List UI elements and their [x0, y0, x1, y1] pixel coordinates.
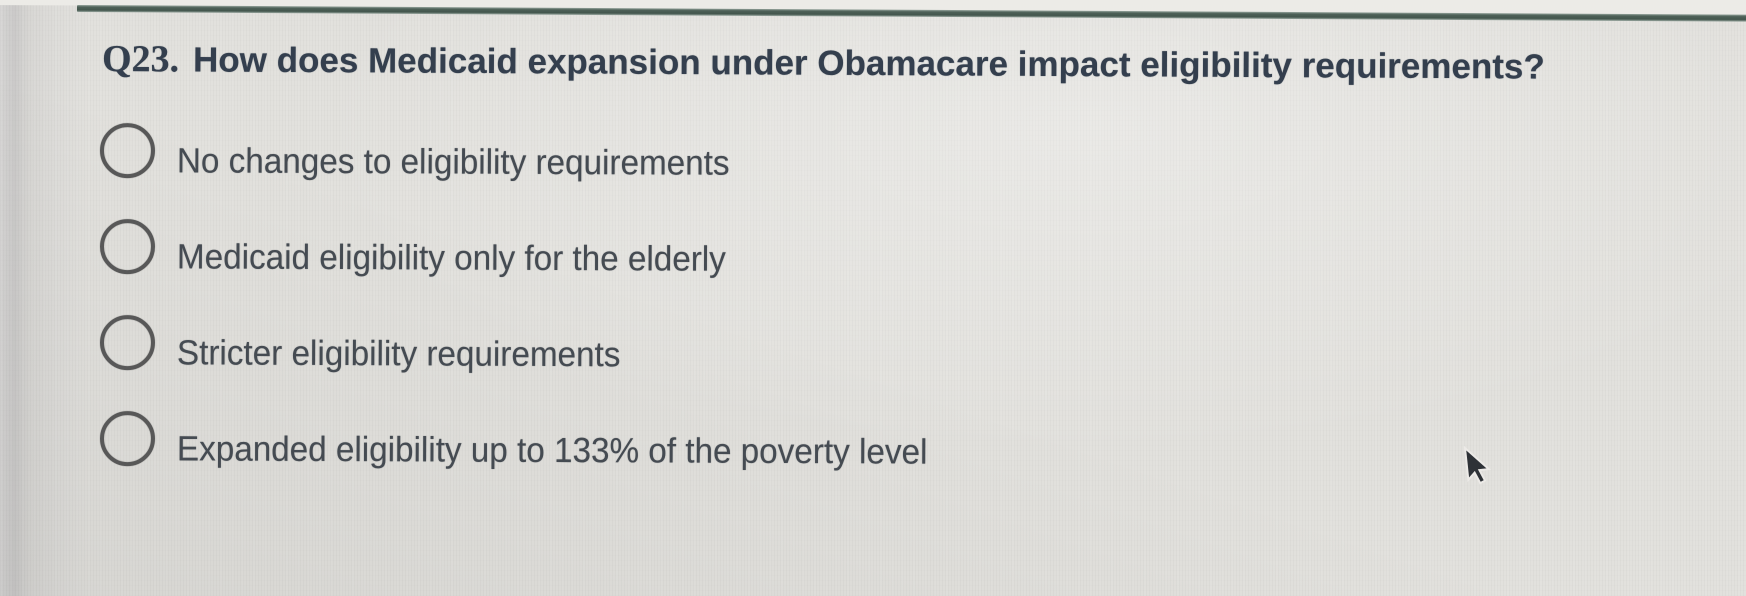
answer-option-1[interactable]: No changes to eligibility requirements: [99, 122, 759, 183]
radio-button-icon[interactable]: [99, 314, 156, 370]
option-label: Expanded eligibility up to 133% of the p…: [176, 429, 928, 472]
question-title: Q23. How does Medicaid expansion under Ob…: [102, 37, 1545, 90]
question-number: Q23.: [101, 38, 180, 81]
option-label: Medicaid eligibility only for the elderl…: [176, 237, 726, 279]
question-text: How does Medicaid expansion under Obamac…: [192, 40, 1545, 87]
answer-option-3[interactable]: Stricter eligibility requirements: [99, 314, 644, 375]
option-label: No changes to eligibility requirements: [176, 141, 730, 183]
mouse-cursor: [1463, 446, 1492, 485]
answer-option-2[interactable]: Medicaid eligibility only for the elderl…: [99, 218, 755, 279]
answer-option-4[interactable]: Expanded eligibility up to 133% of the p…: [99, 410, 967, 472]
radio-button-icon[interactable]: [99, 122, 156, 178]
radio-button-icon[interactable]: [99, 410, 156, 466]
radio-button-icon[interactable]: [99, 218, 156, 274]
option-label: Stricter eligibility requirements: [176, 333, 621, 375]
